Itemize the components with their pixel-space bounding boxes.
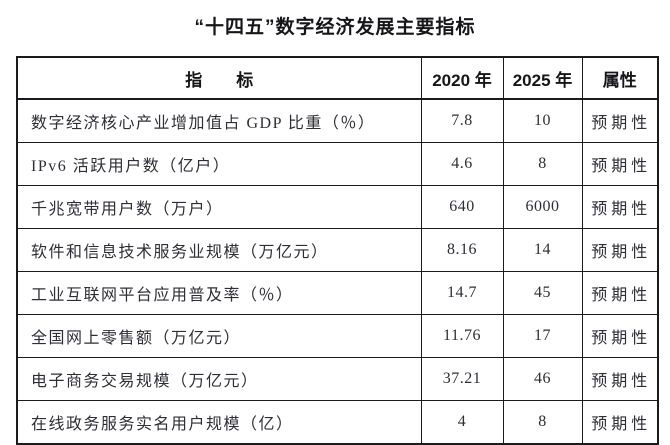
table-row: 千兆宽带用户数（万户） 640 6000 预期性 <box>16 185 659 229</box>
attribute-cell: 预期性 <box>581 357 659 401</box>
header-attribute: 属性 <box>581 56 659 100</box>
value-2020-cell: 37.21 <box>420 357 504 401</box>
value-2020-cell: 7.8 <box>420 98 504 143</box>
indicator-cell: 在线政务服务实名用户规模（亿） <box>16 400 422 445</box>
table-body: 数字经济核心产业增加值占 GDP 比重（％） 7.8 10 预期性 IPv6 活… <box>16 98 659 445</box>
value-2020-cell: 11.76 <box>420 314 504 358</box>
table-header: 指 标 2020 年 2025 年 属性 <box>16 56 659 100</box>
attribute-cell: 预期性 <box>581 271 659 315</box>
value-2025-cell: 46 <box>502 357 583 401</box>
attribute-cell: 预期性 <box>581 228 659 272</box>
table-row: 电子商务交易规模（万亿元） 37.21 46 预期性 <box>16 357 659 401</box>
header-year-2020: 2020 年 <box>420 56 504 100</box>
value-2020-cell: 8.16 <box>420 228 504 272</box>
page-title: “十四五”数字经济发展主要指标 <box>194 17 476 38</box>
table-row: 软件和信息技术服务业规模（万亿元） 8.16 14 预期性 <box>16 228 659 272</box>
value-2020-cell: 4 <box>420 400 504 445</box>
table-row: 全国网上零售额（万亿元） 11.76 17 预期性 <box>16 314 659 358</box>
value-2025-cell: 10 <box>502 98 583 143</box>
value-2025-cell: 8 <box>502 142 583 186</box>
header-row: 指 标 2020 年 2025 年 属性 <box>16 56 659 100</box>
indicators-table: 指 标 2020 年 2025 年 属性 数字经济核心产业增加值占 GDP 比重… <box>16 56 659 445</box>
value-2025-cell: 6000 <box>502 185 583 229</box>
value-2025-cell: 8 <box>502 400 583 445</box>
value-2025-cell: 45 <box>502 271 583 315</box>
indicator-cell: 全国网上零售额（万亿元） <box>16 314 422 358</box>
indicator-cell: 工业互联网平台应用普及率（％） <box>16 271 422 315</box>
value-2020-cell: 640 <box>420 185 504 229</box>
attribute-cell: 预期性 <box>581 400 659 445</box>
value-2025-cell: 14 <box>502 228 583 272</box>
indicator-cell: 电子商务交易规模（万亿元） <box>16 357 422 401</box>
table-row: 在线政务服务实名用户规模（亿） 4 8 预期性 <box>16 400 659 445</box>
indicator-cell: 软件和信息技术服务业规模（万亿元） <box>16 228 422 272</box>
table-row: 工业互联网平台应用普及率（％） 14.7 45 预期性 <box>16 271 659 315</box>
header-year-2025: 2025 年 <box>502 56 583 100</box>
attribute-cell: 预期性 <box>581 98 659 143</box>
table-row: 数字经济核心产业增加值占 GDP 比重（％） 7.8 10 预期性 <box>16 98 659 143</box>
attribute-cell: 预期性 <box>581 185 659 229</box>
value-2020-cell: 14.7 <box>420 271 504 315</box>
table-row: IPv6 活跃用户数（亿户） 4.6 8 预期性 <box>16 142 659 186</box>
value-2025-cell: 17 <box>502 314 583 358</box>
indicator-cell: 千兆宽带用户数（万户） <box>16 185 422 229</box>
attribute-cell: 预期性 <box>581 314 659 358</box>
value-2020-cell: 4.6 <box>420 142 504 186</box>
header-indicator: 指 标 <box>16 56 422 100</box>
indicator-cell: IPv6 活跃用户数（亿户） <box>16 142 422 186</box>
attribute-cell: 预期性 <box>581 142 659 186</box>
indicator-cell: 数字经济核心产业增加值占 GDP 比重（％） <box>16 98 422 143</box>
